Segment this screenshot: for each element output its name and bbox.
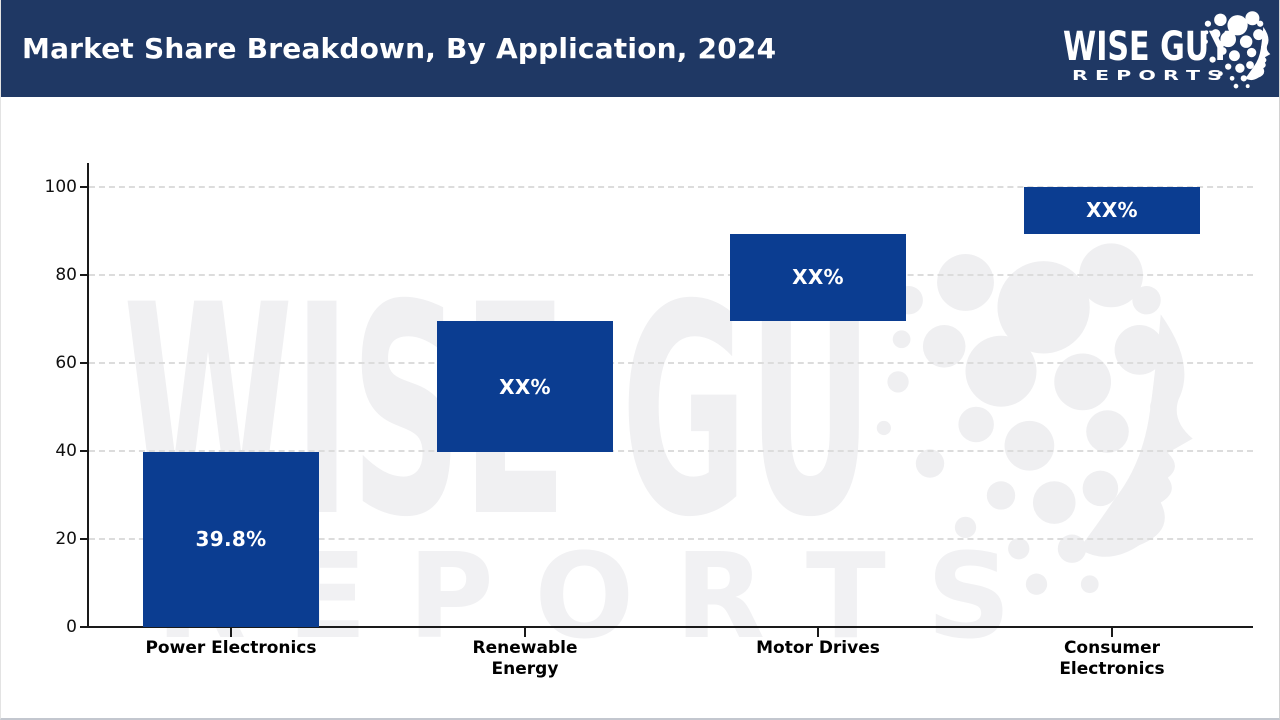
x-axis-tick	[524, 628, 526, 637]
header-bar: Market Share Breakdown, By Application, …	[1, 0, 1279, 97]
plot-area: WISE GU R E P O R T S 0 20 40 60 80 100 39.8% P…	[1, 97, 1279, 718]
bar-motor-drives: XX%	[730, 233, 906, 322]
x-axis-tick	[230, 628, 232, 637]
chart-title: Market Share Breakdown, By Application, …	[22, 32, 777, 65]
y-axis-tick-label: 40	[55, 441, 77, 461]
y-axis-tick-label: 0	[66, 617, 77, 637]
gridline	[89, 538, 1253, 540]
x-axis-line	[87, 626, 1253, 628]
y-axis-tick-label: 100	[44, 177, 77, 197]
y-axis-tick	[80, 274, 88, 276]
bar-value-label: XX%	[1086, 198, 1138, 223]
y-axis-tick	[80, 450, 88, 452]
y-axis-tick-label: 60	[55, 353, 77, 373]
category-label-motor-drives: Motor Drives	[756, 638, 880, 658]
bar-power-electronics: 39.8%	[143, 451, 319, 627]
logo-wordmark: WISE GUY	[1063, 24, 1232, 70]
bar-value-label: XX%	[792, 265, 844, 290]
category-label-renewable-energy: Renewable Energy	[472, 638, 578, 679]
y-axis-line	[87, 163, 89, 628]
bar-value-label: 39.8%	[195, 527, 267, 552]
bar-value-label: XX%	[499, 374, 551, 399]
category-label-consumer-electronics: Consumer Electronics	[1059, 638, 1165, 679]
logo-subtitle: R E P O R T S	[1072, 69, 1222, 84]
watermark-dotted-head-icon	[876, 243, 1193, 595]
gridline	[89, 274, 1253, 276]
y-axis-tick-label: 20	[55, 529, 77, 549]
y-axis-tick	[80, 186, 88, 188]
wise-guy-reports-logo: WISE GUY R E P O R T S	[1063, 11, 1271, 89]
bar-consumer-electronics: XX%	[1024, 187, 1200, 234]
x-axis-tick	[817, 628, 819, 637]
y-axis-tick-label: 80	[55, 265, 77, 285]
gridline	[89, 362, 1253, 364]
category-label-power-electronics: Power Electronics	[145, 638, 317, 658]
y-axis-tick	[80, 362, 88, 364]
gridline	[89, 186, 1253, 188]
x-axis-tick	[1111, 628, 1113, 637]
y-axis-tick	[80, 626, 88, 628]
y-axis-tick	[80, 538, 88, 540]
gridline	[89, 450, 1253, 452]
bar-renewable-energy: XX%	[437, 321, 613, 452]
